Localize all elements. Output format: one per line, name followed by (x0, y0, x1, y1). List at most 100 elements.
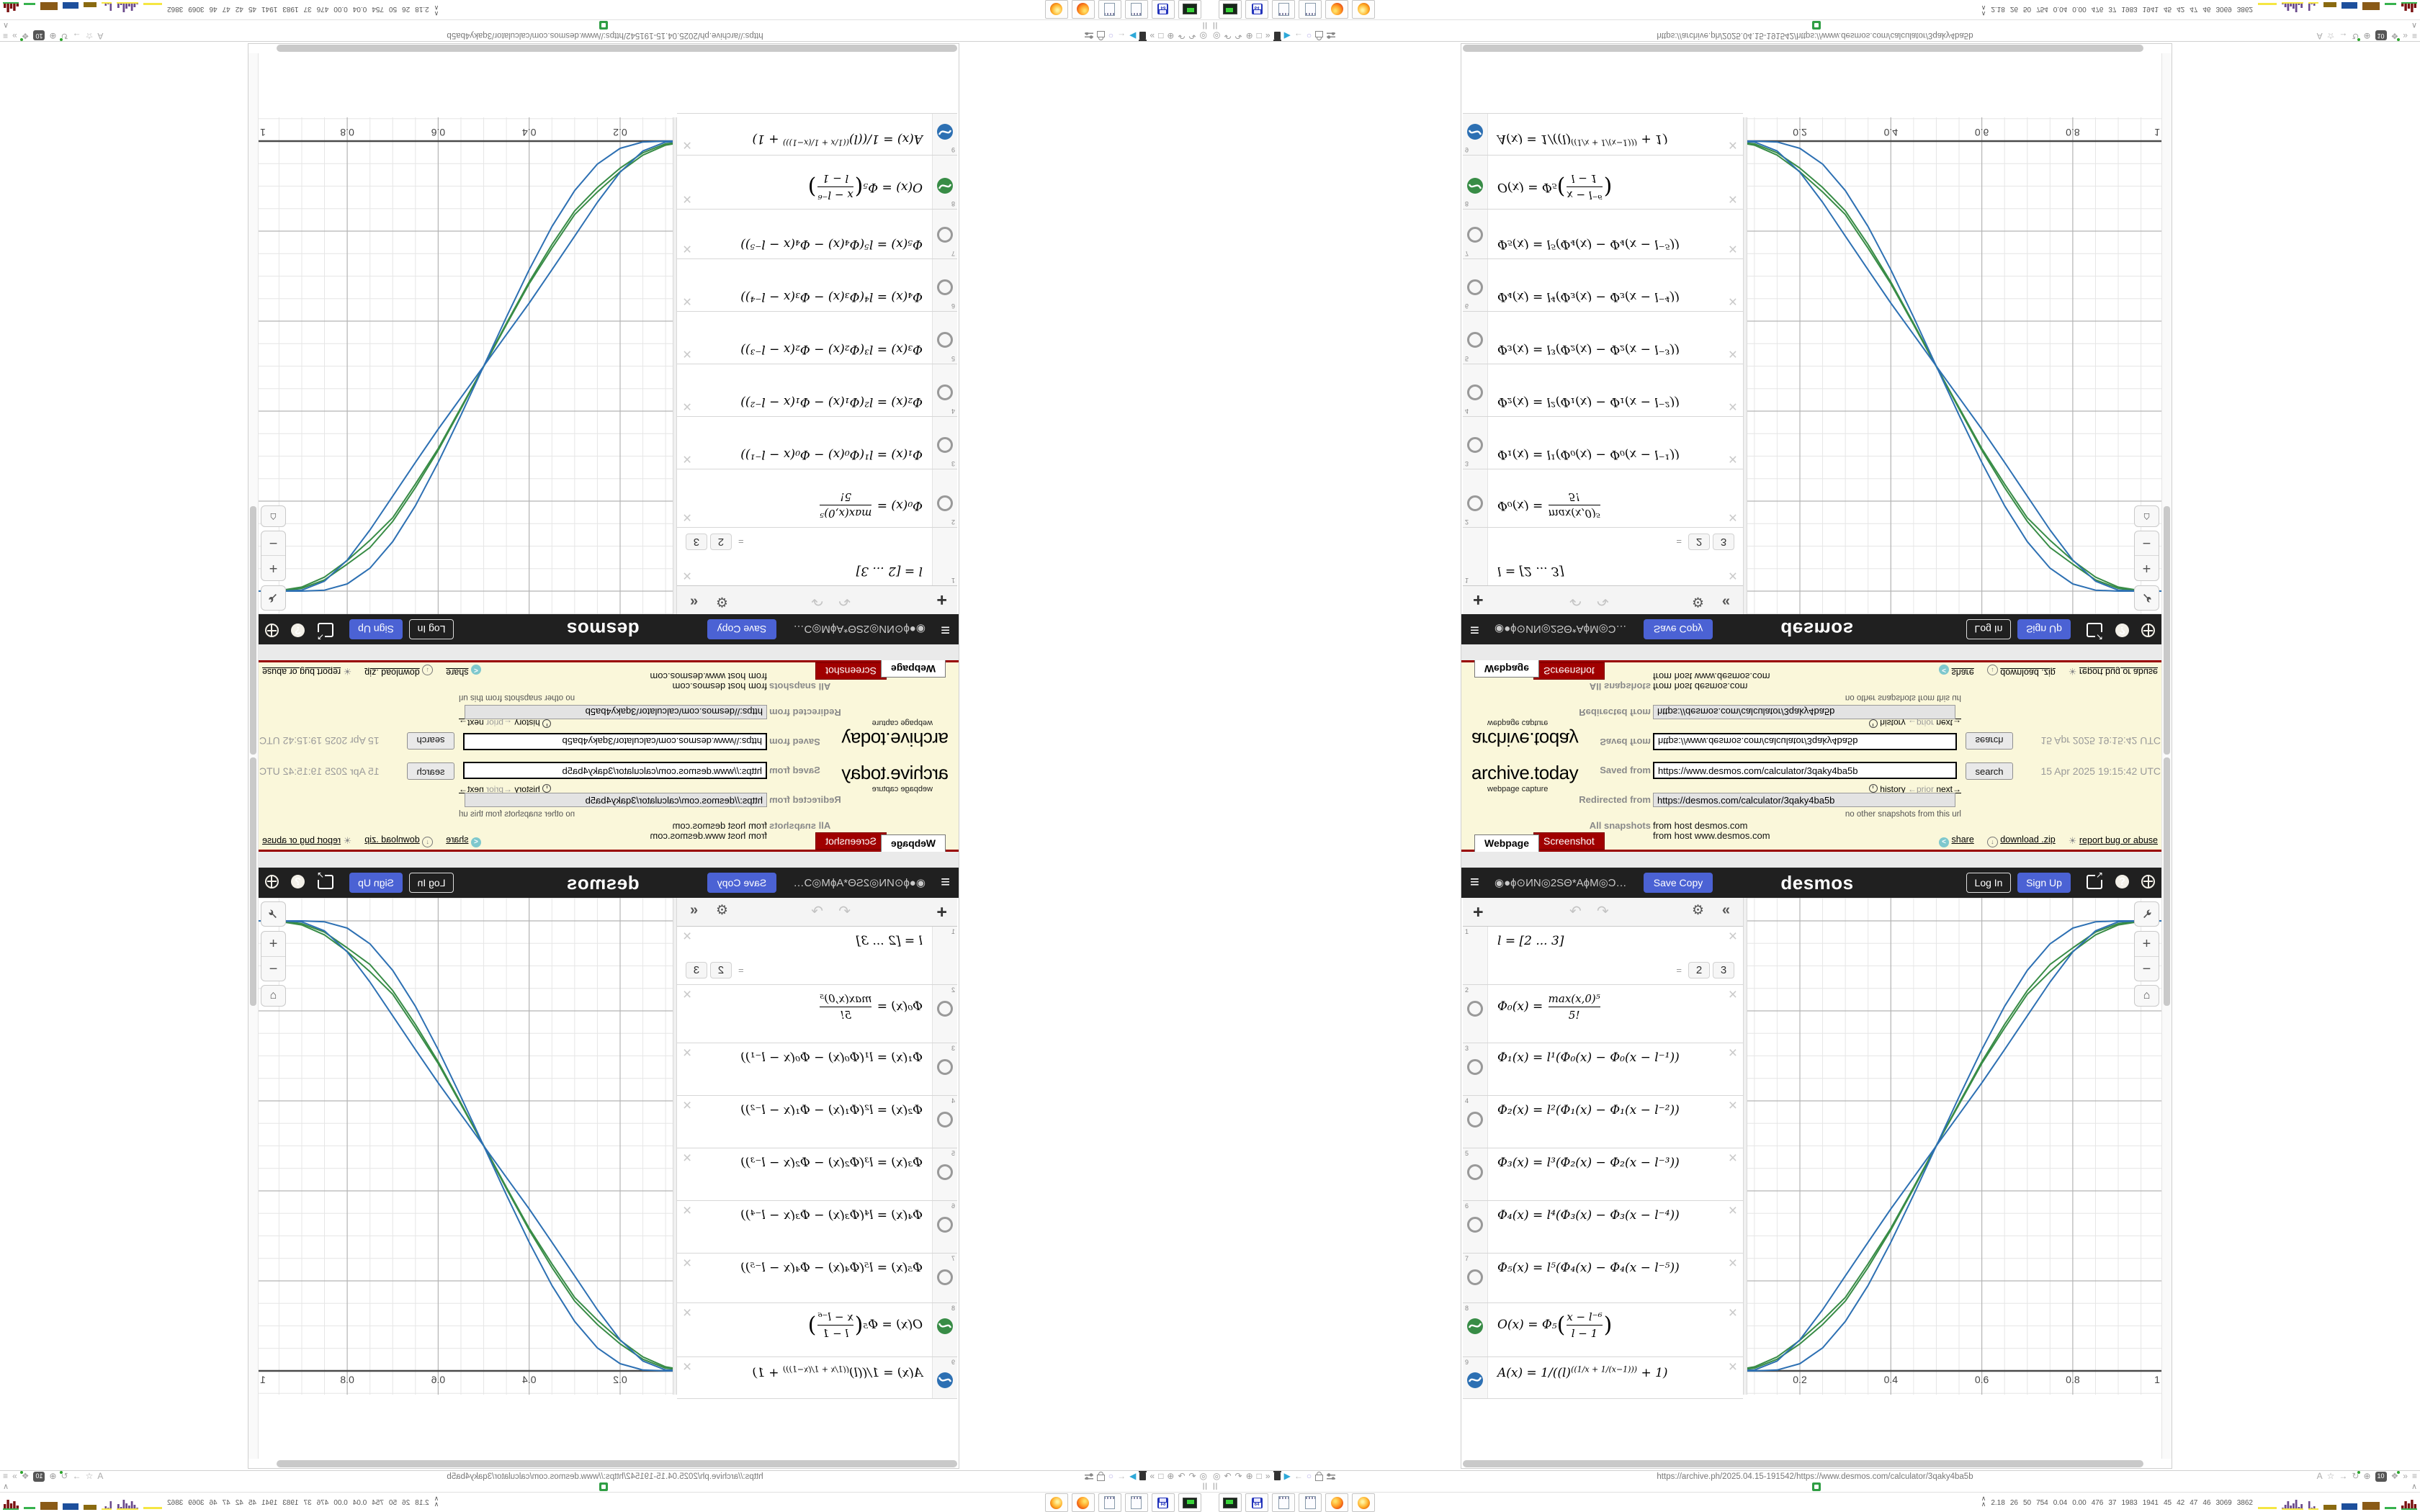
row-gutter[interactable]: 2 (1463, 985, 1488, 1043)
redirected-from-input[interactable] (465, 793, 767, 807)
collapse-panel-icon[interactable]: « (1721, 902, 1730, 918)
hidden-plot-circle-icon[interactable] (937, 1269, 953, 1285)
default-viewport-home-button[interactable]: ⌂ (261, 985, 286, 1007)
export-share-icon[interactable] (318, 875, 333, 889)
delete-expression-icon[interactable]: × (1728, 1359, 1737, 1375)
row-gutter[interactable]: 3 (932, 1043, 957, 1095)
page-horizontal-scrollbar[interactable] (1463, 1460, 2153, 1467)
sign-up-button[interactable]: Sign Up (2017, 873, 2071, 893)
tray-expand-icon[interactable]: ∧ ∧ (434, 1495, 439, 1508)
taskbar-app-firefox[interactable] (1072, 0, 1095, 19)
row-gutter[interactable]: 9 (1463, 114, 1488, 155)
tab-screenshot[interactable]: Screenshot (815, 662, 887, 680)
taskbar-app-notepad[interactable] (1125, 1493, 1148, 1512)
default-viewport-home-button[interactable]: ⌂ (2134, 985, 2159, 1007)
graph-title[interactable]: ◉●ϕ⊙ИN◎2SΘ*AϕM◎Ɔ… (1494, 623, 1627, 635)
sign-up-button[interactable]: Sign Up (2017, 619, 2071, 639)
taskbar-app-drive[interactable] (1219, 0, 1242, 19)
browser-tab-strip[interactable]: || ∧ (0, 1482, 1210, 1492)
expression-row[interactable]: 3 Φ₁(x) = l¹(Φ₀(x) − Φ₀(x − l⁻¹)) × (1463, 416, 1743, 469)
taskbar-app-floppy[interactable] (1245, 1493, 1268, 1512)
tab-webpage[interactable]: Webpage (1474, 834, 1539, 852)
hidden-plot-circle-icon[interactable] (1467, 1001, 1483, 1017)
shield-icon[interactable]: ○ (1306, 1471, 1312, 1481)
browser-tab-strip[interactable]: || ∧ (0, 20, 1210, 30)
delete-expression-icon[interactable]: × (683, 1097, 692, 1114)
plot-enabled-icon[interactable] (1466, 1372, 1484, 1389)
expression-row[interactable]: 6 Φ₄(x) = l⁴(Φ₃(x) − Φ₃(x − l⁻⁴)) × (1463, 1201, 1743, 1254)
search-button[interactable]: search (407, 762, 454, 780)
globe2-icon[interactable]: ⊕ (49, 1471, 57, 1481)
expression-row[interactable]: 5 Φ₃(x) = l³(Φ₂(x) − Φ₂(x − l⁻³)) × (1463, 311, 1743, 364)
add-expression-button[interactable]: + (936, 902, 947, 922)
delete-expression-icon[interactable]: × (683, 1202, 692, 1219)
expression-row[interactable]: 6 Φ₄(x) = l⁴(Φ₃(x) − Φ₃(x − l⁻⁴)) × (677, 1201, 957, 1254)
download-zip-link[interactable]: download .zip (2000, 667, 2056, 678)
save-copy-button[interactable]: Save Copy (707, 873, 776, 893)
report-bug-link[interactable]: report bug or abuse (262, 667, 341, 677)
expression-row[interactable]: 2 Φ₀(x) = max(x,0)⁵ 5! × (1463, 469, 1743, 527)
star-icon[interactable]: ☆ (85, 1471, 94, 1481)
expression-content[interactable]: Φ₃(x) = l³(Φ₂(x) − Φ₂(x − l⁻³)) (1497, 1156, 1680, 1170)
forward-icon[interactable]: → (2339, 1471, 2348, 1481)
row-gutter[interactable]: 2 (932, 469, 957, 527)
taskbar-app-floppy[interactable] (1152, 1493, 1175, 1512)
expression-content[interactable]: A(x) = 1/((l)((1/x + 1/(x−1))) + 1) (752, 1364, 923, 1380)
taskbar-app-drive[interactable] (1178, 1493, 1201, 1512)
menu-icon[interactable]: ≡ (2411, 31, 2417, 41)
expression-content[interactable]: Φ₃(x) = l³(Φ₂(x) − Φ₂(x − l⁻³)) (740, 1156, 923, 1170)
delete-expression-icon[interactable]: × (683, 240, 692, 257)
graph-paper[interactable]: 0.2 0.4 0.6 0.8 1 + − ⌂ (256, 117, 673, 614)
hidden-plot-circle-icon[interactable] (1467, 1269, 1483, 1285)
target-icon[interactable]: ◎ (1213, 1471, 1221, 1481)
log-in-button[interactable]: Log In (1966, 873, 2011, 893)
hidden-plot-circle-icon[interactable] (1467, 332, 1483, 348)
graph-title[interactable]: ◉●ϕ⊙ИN◎2SΘ*AϕM◎Ɔ… (1494, 877, 1627, 889)
language-globe-icon[interactable] (265, 875, 279, 888)
desmos-logo[interactable]: desmos (566, 618, 640, 640)
delete-expression-icon[interactable]: × (683, 509, 692, 526)
expression-row[interactable]: 3 Φ₁(x) = l¹(Φ₀(x) − Φ₀(x − l⁻¹)) × (677, 1043, 957, 1096)
history-link[interactable]: history (1880, 784, 1906, 794)
host-link-1[interactable]: from host desmos.com (1653, 681, 1748, 692)
expression-row[interactable]: 7 Φ₅(x) = l⁵(Φ₄(x) − Φ₄(x − l⁻⁵)) × (1463, 209, 1743, 258)
share-link[interactable]: share (1951, 667, 1974, 678)
help-icon[interactable]: ? (291, 875, 305, 888)
sign-up-button[interactable]: Sign Up (349, 873, 403, 893)
collapse-arrow-icon[interactable]: ∧ (3, 1482, 9, 1491)
add-expression-button[interactable]: + (1473, 590, 1484, 610)
tabstrip-grip[interactable]: || (1213, 22, 1219, 30)
row-gutter[interactable]: 9 (932, 1357, 957, 1398)
undo-icon[interactable]: ↶ (1569, 904, 1582, 919)
reload-icon[interactable]: ↻ (2352, 31, 2360, 41)
row-gutter[interactable]: 8 (1463, 156, 1488, 209)
forward-icon[interactable]: → (2339, 31, 2348, 41)
hidden-plot-circle-icon[interactable] (1467, 1059, 1483, 1075)
graph-title[interactable]: ◉●ϕ⊙ИN◎2SΘ*AϕM◎Ɔ… (793, 877, 926, 889)
share-link[interactable]: share (446, 667, 469, 678)
delete-expression-icon[interactable]: × (1728, 346, 1737, 362)
row-gutter[interactable]: 1 (932, 927, 957, 984)
graph-settings-wrench-button[interactable] (2134, 901, 2159, 927)
taskbar-app-firefox2[interactable] (1045, 1493, 1068, 1512)
delete-expression-icon[interactable]: × (1728, 240, 1737, 257)
history-link[interactable]: history (1880, 718, 1906, 728)
expression-content[interactable]: A(x) = 1/((l)((1/x + 1/(x−1))) + 1) (1497, 132, 1668, 148)
next-link[interactable]: next→ (1936, 784, 1961, 794)
taskbar-app-notepad[interactable] (1098, 0, 1121, 19)
taskbar-app-notepad[interactable] (1272, 1493, 1295, 1512)
desmos-logo[interactable]: desmos (1780, 618, 1854, 640)
expression-content[interactable]: Φ₀(x) = max(x,0)⁵ 5! (1497, 490, 1600, 520)
extensions-icon[interactable]: ❖ (2390, 31, 2399, 41)
row-gutter[interactable]: 3 (932, 417, 957, 469)
taskbar-app-notepad[interactable] (1098, 1493, 1121, 1512)
row-gutter[interactable]: 8 (932, 1303, 957, 1356)
taskbar-app-firefox[interactable] (1325, 1493, 1348, 1512)
pointer-icon[interactable]: ▶ (1283, 1471, 1291, 1481)
expression-row[interactable]: 7 Φ₅(x) = l⁵(Φ₄(x) − Φ₄(x − l⁻⁵)) × (1463, 1254, 1743, 1303)
expression-content[interactable]: Φ₃(x) = l³(Φ₂(x) − Φ₂(x − l⁻³)) (740, 342, 923, 356)
delete-expression-icon[interactable]: × (1728, 1202, 1737, 1219)
